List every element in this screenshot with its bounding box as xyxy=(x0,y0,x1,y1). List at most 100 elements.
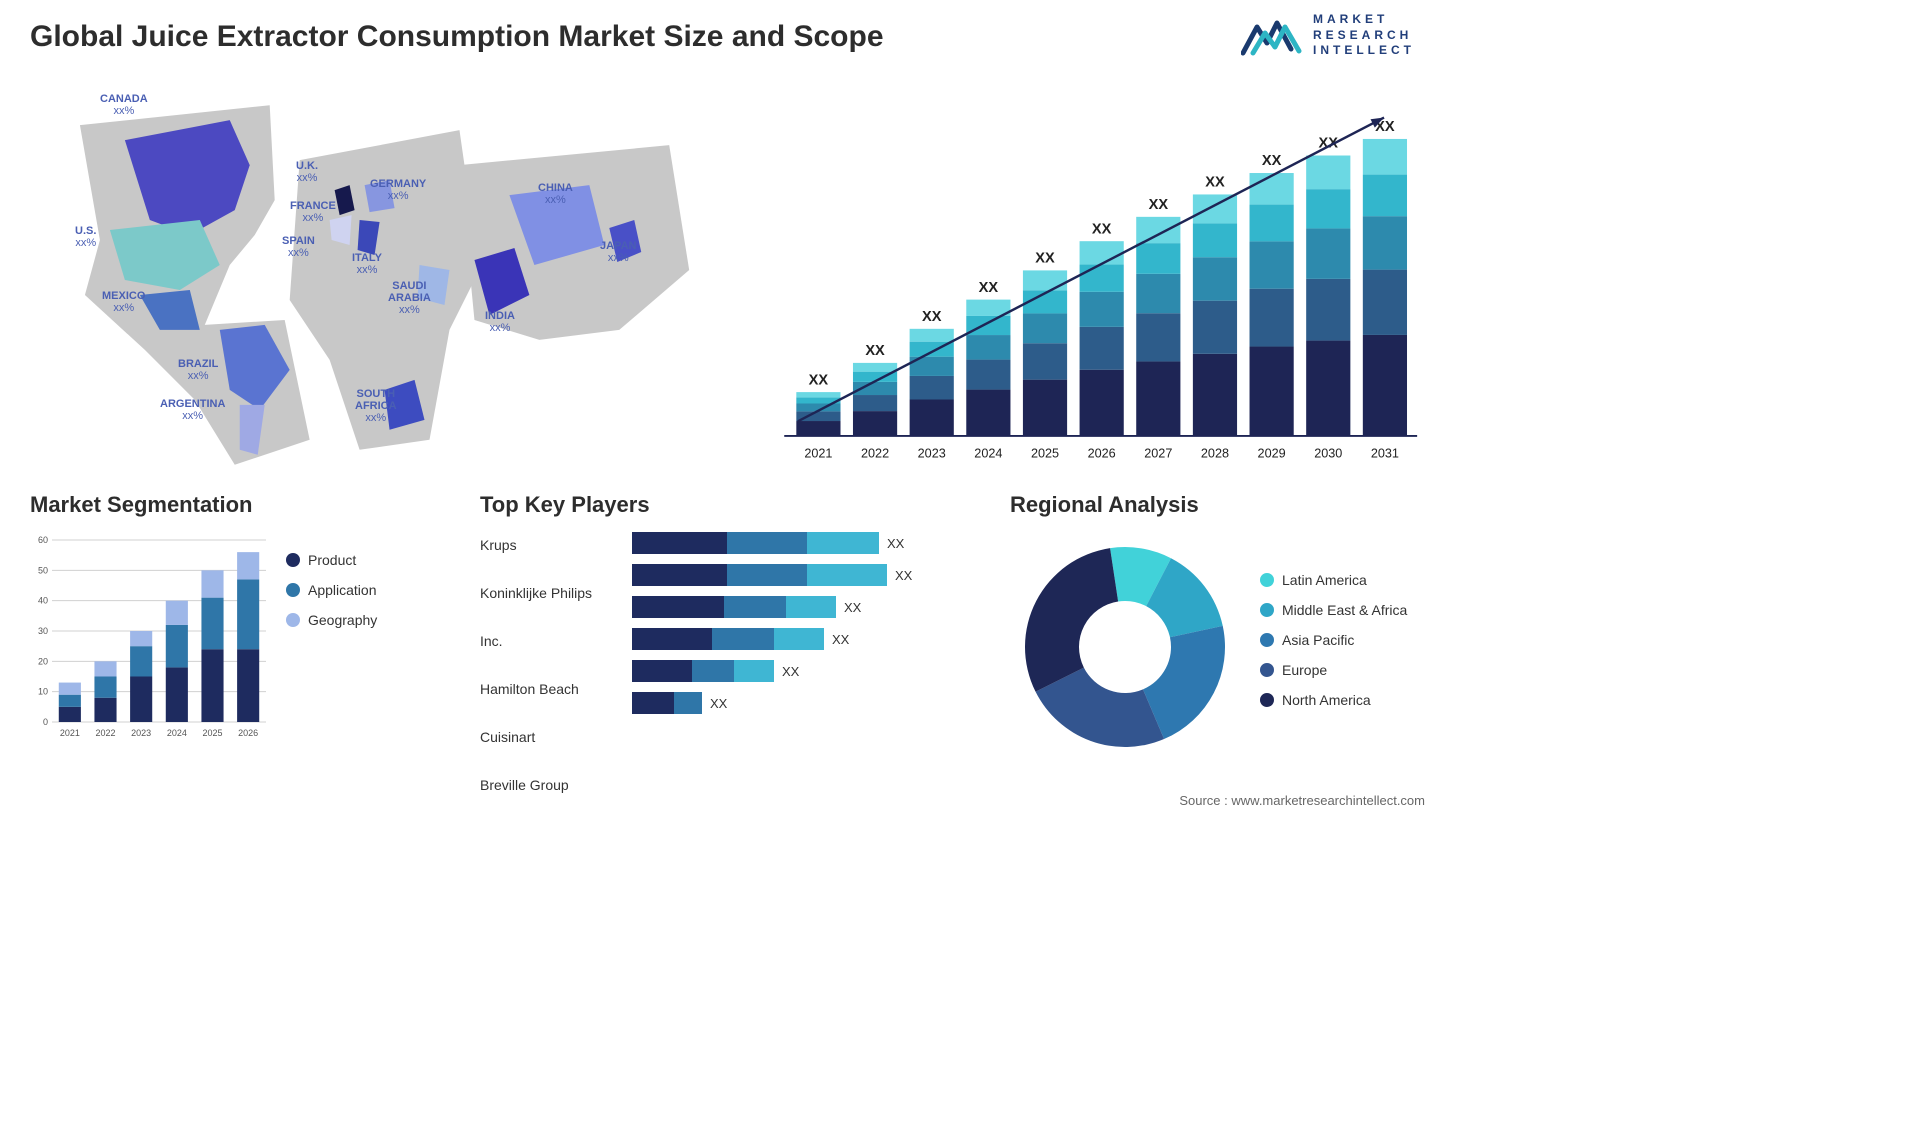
svg-text:2021: 2021 xyxy=(60,728,80,738)
player-bar-row: XX xyxy=(632,628,980,650)
svg-text:XX: XX xyxy=(1035,251,1055,267)
svg-text:0: 0 xyxy=(43,717,48,727)
player-value: XX xyxy=(844,600,861,615)
player-bar-segment xyxy=(712,628,774,650)
player-bar-segment xyxy=(786,596,836,618)
player-name: Cuisinart xyxy=(480,726,620,748)
player-name: Hamilton Beach xyxy=(480,678,620,700)
svg-text:2030: 2030 xyxy=(1314,446,1342,460)
player-bar-segment xyxy=(692,660,734,682)
map-label: GERMANYxx% xyxy=(370,178,426,202)
legend-label: Product xyxy=(308,552,356,568)
player-bar-segment xyxy=(724,596,786,618)
legend-dot-icon xyxy=(286,583,300,597)
segmentation-chart: 0102030405060202120222023202420252026 xyxy=(30,532,270,742)
players-title: Top Key Players xyxy=(480,492,980,518)
map-label: INDIAxx% xyxy=(485,310,515,334)
svg-text:XX: XX xyxy=(1205,175,1225,191)
legend-label: Middle East & Africa xyxy=(1282,602,1407,618)
player-bar-row: XX xyxy=(632,564,980,586)
growth-bar-chart: XX2021XX2022XX2023XX2024XX2025XX2026XX20… xyxy=(759,100,1425,470)
legend-label: North America xyxy=(1282,692,1371,708)
legend-dot-icon xyxy=(286,553,300,567)
svg-text:2022: 2022 xyxy=(95,728,115,738)
player-name: Krups xyxy=(480,534,620,556)
regional-panel: Regional Analysis Latin America Middle Ea… xyxy=(1010,492,1425,806)
map-label: MEXICOxx% xyxy=(102,290,145,314)
svg-text:2021: 2021 xyxy=(804,446,832,460)
legend-dot-icon xyxy=(1260,603,1274,617)
player-name: Breville Group xyxy=(480,774,620,796)
regional-donut-chart xyxy=(1010,532,1240,762)
map-label: SOUTHAFRICAxx% xyxy=(355,388,397,424)
svg-text:2026: 2026 xyxy=(1088,446,1116,460)
player-bar-row: XX xyxy=(632,596,980,618)
svg-text:2025: 2025 xyxy=(202,728,222,738)
svg-text:60: 60 xyxy=(38,535,48,545)
player-name: Inc. xyxy=(480,630,620,652)
logo-line2: RESEARCH xyxy=(1313,28,1415,44)
player-bar xyxy=(632,660,774,682)
logo-line1: MARKET xyxy=(1313,12,1415,28)
svg-text:2025: 2025 xyxy=(1031,446,1059,460)
map-label: JAPANxx% xyxy=(600,240,636,264)
player-bar-row: XX xyxy=(632,692,980,714)
legend-label: Asia Pacific xyxy=(1282,632,1354,648)
player-bar-segment xyxy=(632,564,727,586)
player-bar-segment xyxy=(632,660,692,682)
player-value: XX xyxy=(895,568,912,583)
svg-text:2023: 2023 xyxy=(918,446,946,460)
legend-dot-icon xyxy=(1260,693,1274,707)
legend-item: Asia Pacific xyxy=(1260,632,1407,648)
svg-text:XX: XX xyxy=(1262,153,1282,169)
brand-logo: MARKET RESEARCH INTELLECT xyxy=(1241,12,1415,59)
player-bar-segment xyxy=(632,596,724,618)
svg-text:30: 30 xyxy=(38,626,48,636)
legend-label: Application xyxy=(308,582,377,598)
player-name: Koninklijke Philips xyxy=(480,582,620,604)
player-bar-segment xyxy=(734,660,774,682)
regional-title: Regional Analysis xyxy=(1010,492,1425,518)
segmentation-title: Market Segmentation xyxy=(30,492,450,518)
svg-text:2024: 2024 xyxy=(167,728,187,738)
players-chart: XXXXXXXXXXXX xyxy=(632,532,980,806)
svg-text:2023: 2023 xyxy=(131,728,151,738)
player-bar xyxy=(632,564,887,586)
player-value: XX xyxy=(710,696,727,711)
svg-text:10: 10 xyxy=(38,687,48,697)
player-bar-segment xyxy=(807,564,887,586)
svg-text:20: 20 xyxy=(38,656,48,666)
svg-text:XX: XX xyxy=(809,372,829,388)
legend-dot-icon xyxy=(286,613,300,627)
player-bar-row: XX xyxy=(632,660,980,682)
svg-text:2028: 2028 xyxy=(1201,446,1229,460)
player-bar-segment xyxy=(674,692,702,714)
player-bar-segment xyxy=(807,532,879,554)
player-value: XX xyxy=(832,632,849,647)
svg-text:2029: 2029 xyxy=(1258,446,1286,460)
growth-chart-panel: XX2021XX2022XX2023XX2024XX2025XX2026XX20… xyxy=(759,70,1425,470)
map-label: BRAZILxx% xyxy=(178,358,218,382)
legend-dot-icon xyxy=(1260,573,1274,587)
legend-dot-icon xyxy=(1260,633,1274,647)
player-bar-segment xyxy=(632,532,727,554)
map-label: U.K.xx% xyxy=(296,160,318,184)
legend-label: Geography xyxy=(308,612,377,628)
svg-text:2026: 2026 xyxy=(238,728,258,738)
svg-text:2031: 2031 xyxy=(1371,446,1399,460)
player-bar-segment xyxy=(727,532,807,554)
map-label: SPAINxx% xyxy=(282,235,315,259)
legend-item: North America xyxy=(1260,692,1407,708)
svg-text:XX: XX xyxy=(979,280,999,296)
svg-text:XX: XX xyxy=(1149,197,1169,213)
legend-item: Geography xyxy=(286,612,377,628)
segmentation-legend: Product Application Geography xyxy=(286,532,377,742)
world-map-panel: CANADAxx%U.S.xx%MEXICOxx%BRAZILxx%ARGENT… xyxy=(30,70,729,470)
legend-item: Latin America xyxy=(1260,572,1407,588)
players-panel: Top Key Players Krups Koninklijke Philips… xyxy=(480,492,980,806)
legend-item: Application xyxy=(286,582,377,598)
segmentation-panel: Market Segmentation 01020304050602021202… xyxy=(30,492,450,806)
legend-dot-icon xyxy=(1260,663,1274,677)
map-label: SAUDIARABIAxx% xyxy=(388,280,431,316)
player-bar xyxy=(632,692,702,714)
